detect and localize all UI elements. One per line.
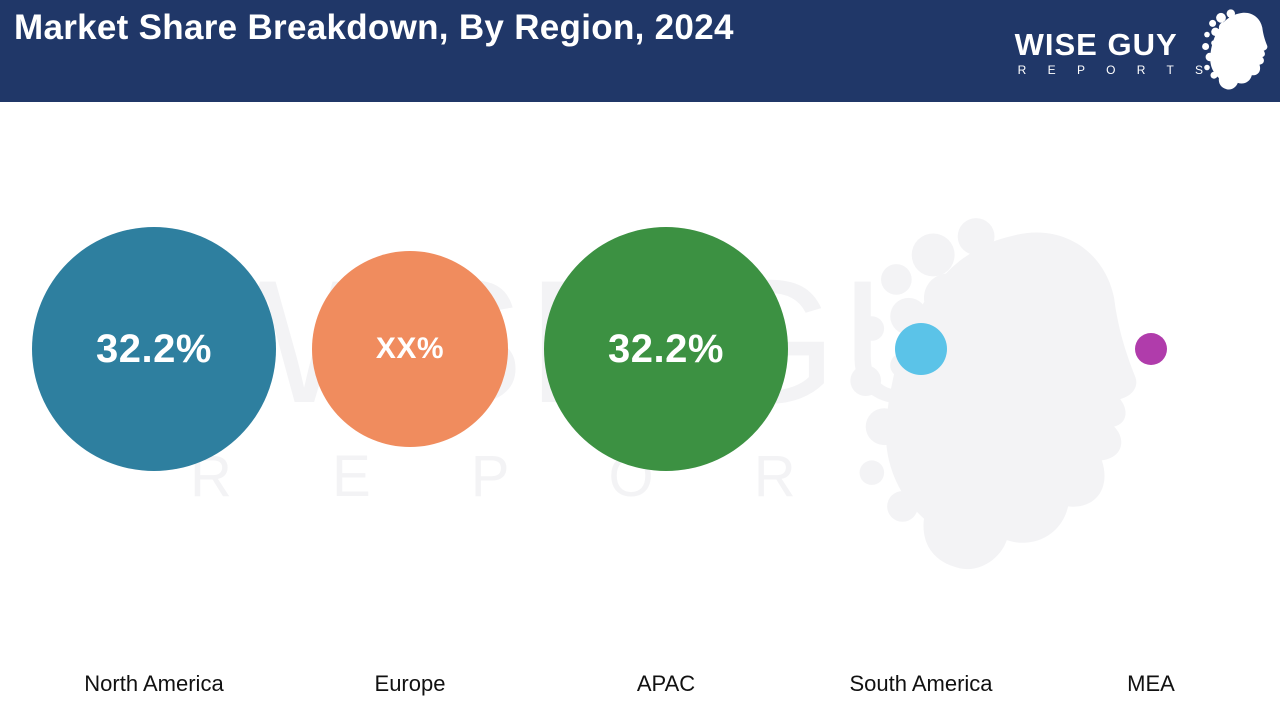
bubble-value-label: XX%	[375, 332, 445, 365]
category-label-apac: APAC	[636, 671, 696, 696]
bubble-mea	[1135, 333, 1167, 365]
bubble-north-america: 32.2%	[32, 227, 276, 471]
bubble-south-america	[895, 323, 947, 375]
category-label-north-america: North America	[84, 671, 224, 696]
bubble-value-label: 32.2%	[96, 326, 212, 371]
head-profile-dots-icon	[1202, 9, 1268, 90]
bubble-apac: 32.2%	[544, 227, 788, 471]
bubble-europe: XX%	[312, 251, 508, 447]
category-label-europe: Europe	[374, 671, 446, 696]
logo-wordmark: WISE GUY	[1014, 26, 1178, 62]
logo-subtitle: R E P O R T S	[1017, 62, 1212, 77]
category-label-south-america: South America	[849, 671, 993, 696]
wise-guy-logo: WISE GUY R E P O R T S	[1015, 9, 1274, 92]
header-bar: Market Share Breakdown, By Region, 2024 …	[0, 0, 1280, 102]
watermark-head-profile-dots-icon	[850, 218, 1137, 570]
logo-text: WISE GUY R E P O R T S	[1015, 29, 1212, 76]
bubble-value-label: 32.2%	[608, 326, 724, 371]
category-label-mea: MEA	[1127, 671, 1175, 696]
page-title: Market Share Breakdown, By Region, 2024	[14, 8, 734, 47]
